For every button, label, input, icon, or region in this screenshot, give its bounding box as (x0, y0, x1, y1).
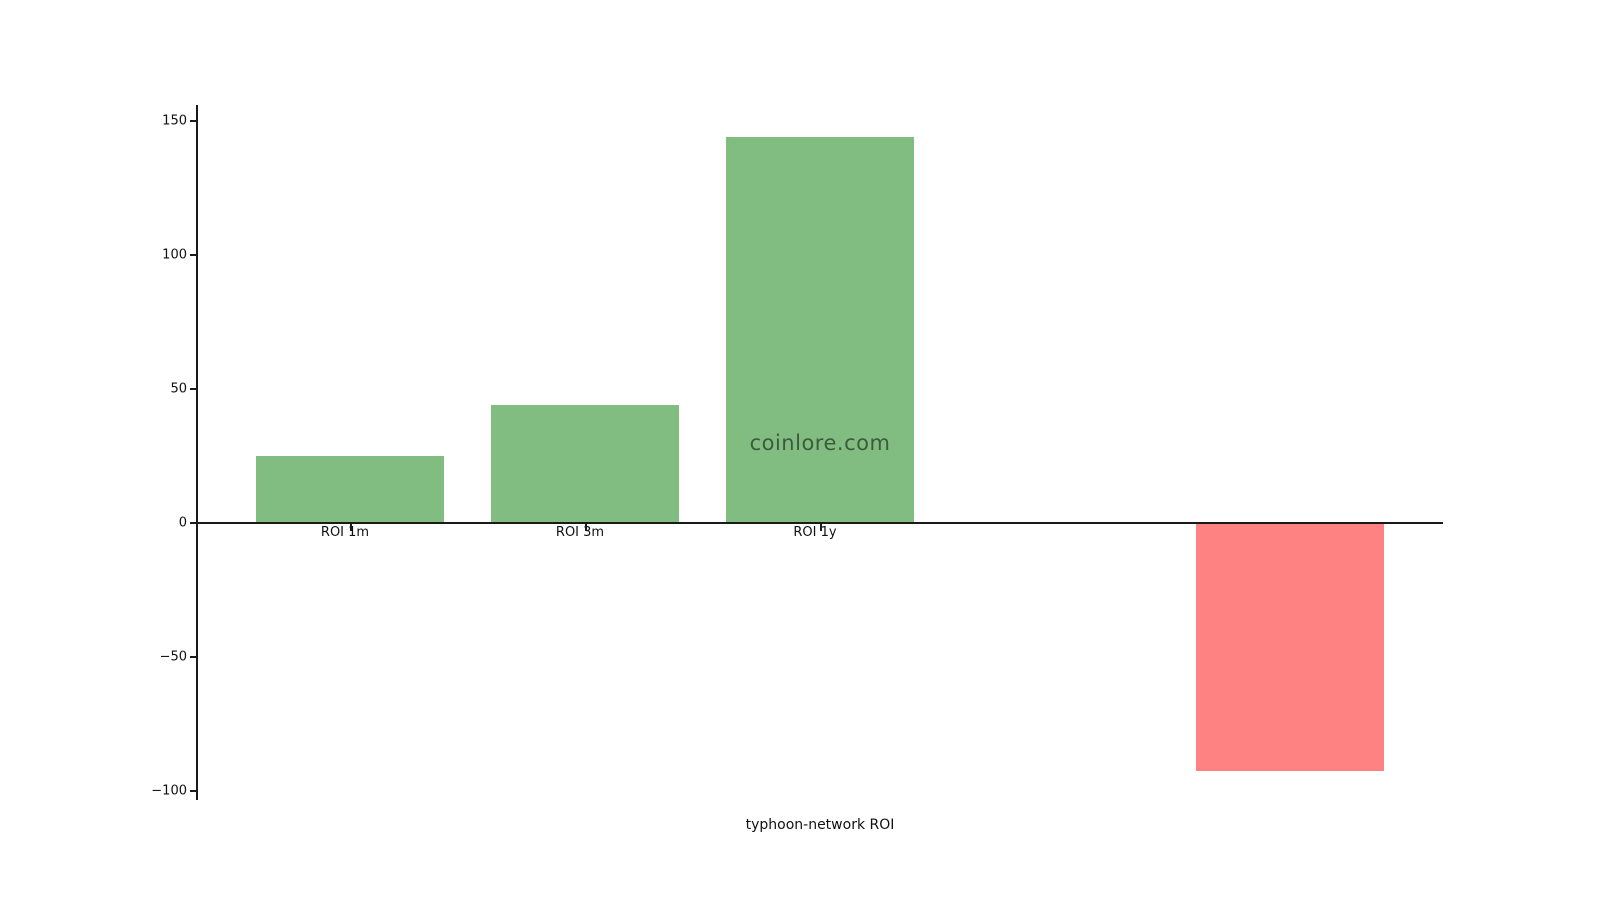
y-axis-spine (196, 105, 198, 800)
y-tick-label: 100 (162, 247, 187, 263)
y-tick-label: −50 (159, 649, 187, 665)
bar-unlabeled (1196, 524, 1384, 771)
x-tick-label: ROI 3m (555, 525, 605, 540)
x-tick-label: ROI 1y (793, 525, 837, 540)
y-tick-label: 50 (170, 381, 187, 397)
y-tick-mark (190, 522, 196, 524)
watermark: coinlore.com (749, 431, 891, 455)
bar-roi-1m (256, 456, 444, 523)
y-tick-label: 0 (178, 515, 187, 531)
y-tick-label: 150 (162, 113, 187, 129)
x-axis-line (196, 522, 1443, 524)
y-tick-label: −100 (151, 783, 187, 799)
x-tick-mark (585, 523, 587, 531)
chart-title: typhoon-network ROI (745, 817, 895, 833)
x-tick-mark (350, 523, 352, 531)
y-tick-mark (190, 120, 196, 122)
y-tick-mark (190, 656, 196, 658)
y-tick-mark (190, 254, 196, 256)
x-tick-mark (820, 523, 822, 531)
y-tick-mark (190, 388, 196, 390)
y-tick-mark (190, 790, 196, 792)
bar-roi-1y (726, 137, 914, 523)
x-tick-label: ROI 1m (320, 525, 370, 540)
bar-roi-3m (491, 405, 679, 523)
